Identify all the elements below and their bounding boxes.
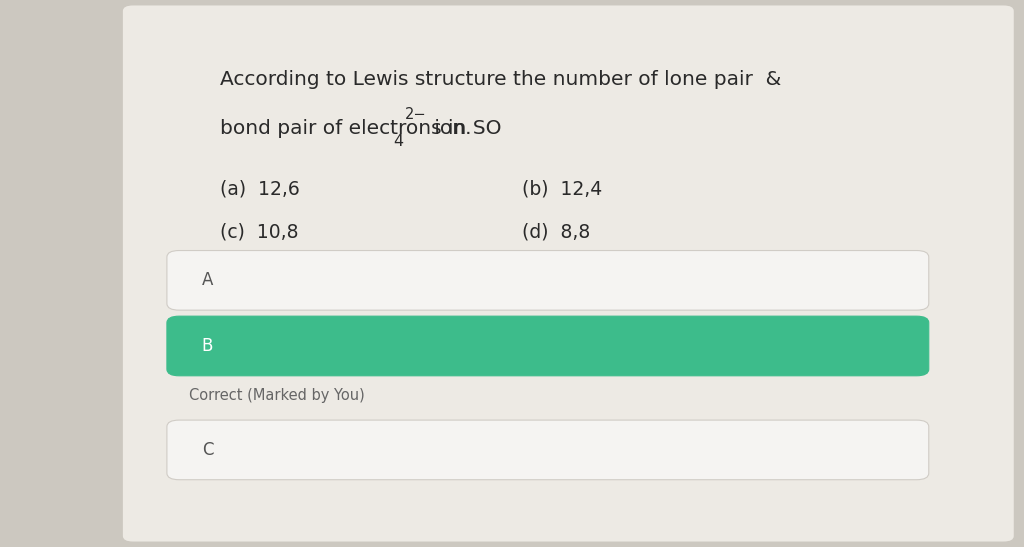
Text: (d)  8,8: (d) 8,8 (522, 223, 591, 242)
FancyBboxPatch shape (123, 5, 1014, 542)
Text: Correct (Marked by You): Correct (Marked by You) (189, 388, 366, 403)
Text: ion.: ion. (428, 119, 471, 138)
Text: According to Lewis structure the number of lone pair  &: According to Lewis structure the number … (220, 70, 781, 89)
Text: A: A (202, 271, 213, 289)
Text: bond pair of electrons in SO: bond pair of electrons in SO (220, 119, 502, 138)
Text: (b)  12,4: (b) 12,4 (522, 179, 602, 198)
FancyBboxPatch shape (167, 420, 929, 480)
Text: 4: 4 (393, 134, 402, 149)
Text: 2−: 2− (406, 107, 427, 121)
Text: C: C (202, 441, 213, 459)
FancyBboxPatch shape (167, 251, 929, 310)
FancyBboxPatch shape (167, 316, 929, 376)
Text: (a)  12,6: (a) 12,6 (220, 179, 300, 198)
Text: B: B (202, 337, 213, 355)
Text: (c)  10,8: (c) 10,8 (220, 223, 299, 242)
